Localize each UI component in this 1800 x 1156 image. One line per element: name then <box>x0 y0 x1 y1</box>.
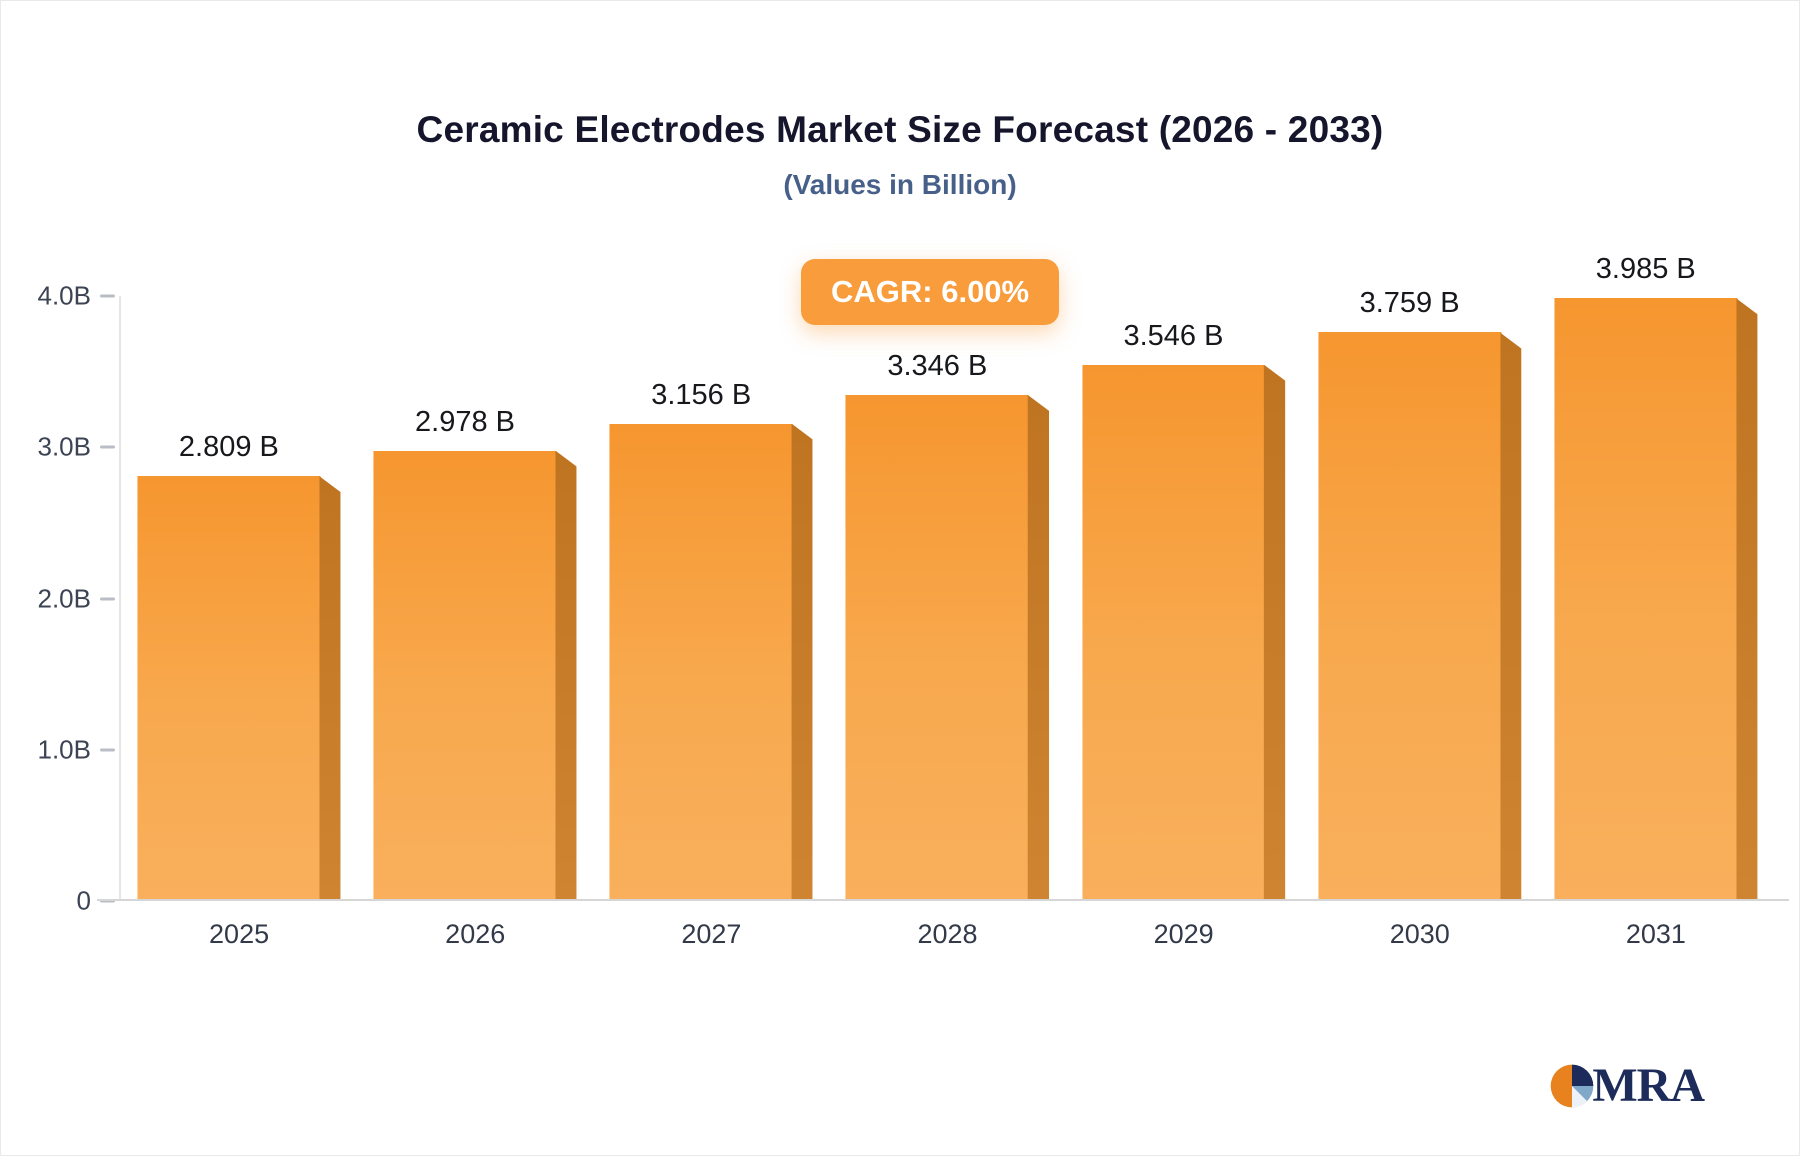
x-axis-label: 2026 <box>445 919 506 949</box>
y-tick: 1.0B <box>37 734 115 765</box>
x-axis-label: 2025 <box>209 919 270 949</box>
chart-title: Ceramic Electrodes Market Size Forecast … <box>416 109 1384 150</box>
bar-2027: 3.156 B <box>609 379 813 901</box>
bar-2029: 3.546 B <box>1082 320 1286 901</box>
bar-slot: 3.759 B 2030 <box>1302 287 1538 949</box>
logo-text: MRA <box>1592 1059 1705 1112</box>
bar-value-label: 3.156 B <box>651 378 752 411</box>
bar-side <box>1263 364 1286 901</box>
x-axis-line <box>97 899 1789 901</box>
bar-side <box>319 476 341 901</box>
x-axis-label: 2027 <box>681 919 742 949</box>
y-tick-label: 0 <box>76 885 91 916</box>
bar-side <box>555 450 577 901</box>
bar-2025: 2.809 B <box>137 431 341 901</box>
bar-side <box>1027 394 1050 901</box>
logo-pie-icon <box>1551 1064 1594 1107</box>
plot-area: 2.809 B 2025 2.978 B 2026 3.156 B 2027 3.346 B… <box>119 253 1774 949</box>
x-axis-label: 2030 <box>1389 919 1450 949</box>
bar-face <box>1554 298 1738 901</box>
bar-slot: 2.978 B 2026 <box>357 296 593 949</box>
y-tick: 4.0B <box>37 280 115 312</box>
x-axis-label: 2029 <box>1153 919 1214 949</box>
y-tick-dash <box>100 294 115 298</box>
chart-subtitle: (Values in Billion) <box>783 169 1017 200</box>
bar-2028: 3.346 B <box>845 350 1050 901</box>
bar-value-label: 2.809 B <box>178 431 279 464</box>
bar-side <box>1736 298 1758 901</box>
cagr-badge: CAGR: 6.00% <box>801 259 1060 325</box>
bar-2030: 3.759 B <box>1318 287 1522 901</box>
bar-face <box>609 423 793 901</box>
bar-side <box>791 423 813 901</box>
bar-face <box>137 476 321 901</box>
bar-2026: 2.978 B <box>373 406 577 901</box>
bar-face <box>845 394 1029 901</box>
y-tick-dash <box>100 748 115 752</box>
bar-face <box>373 450 557 901</box>
y-tick-label: 4.0B <box>37 280 92 311</box>
y-tick: 3.0B <box>37 431 115 463</box>
bar-slot: 3.346 B 2028 <box>829 296 1065 949</box>
bar-face <box>1082 364 1265 901</box>
bar-slot: 3.156 B 2027 <box>593 296 829 949</box>
y-tick-dash <box>100 899 115 903</box>
y-tick-label: 3.0B <box>37 431 92 462</box>
bar-value-label: 3.346 B <box>887 349 988 382</box>
logo: MRA <box>1548 1058 1705 1113</box>
y-tick: 0 <box>77 886 115 917</box>
y-tick-label: 2.0B <box>37 583 92 613</box>
bar-side <box>1499 332 1522 901</box>
bar-value-label: 3.546 B <box>1123 319 1224 352</box>
bar-slot: 3.546 B 2029 <box>1066 296 1302 949</box>
bar-2031: 3.985 B <box>1554 253 1758 901</box>
y-tick-dash <box>100 445 115 449</box>
bar-slot: 2.809 B 2025 <box>121 296 357 949</box>
bar-slot: 3.985 B 2031 <box>1538 253 1774 949</box>
y-axis: 0 1.0B 2.0B 3.0B 4.0B <box>29 281 115 916</box>
bar-face <box>1318 332 1501 901</box>
bar-value-label: 3.985 B <box>1595 253 1696 286</box>
bars-container: 2.809 B 2025 2.978 B 2026 3.156 B 2027 3.346 B… <box>121 253 1774 949</box>
y-tick-dash <box>100 597 115 600</box>
bar-value-label: 2.978 B <box>415 405 516 438</box>
y-tick: 2.0B <box>37 583 115 614</box>
bar-value-label: 3.759 B <box>1359 287 1460 320</box>
y-tick-label: 1.0B <box>37 734 92 765</box>
x-axis-label: 2028 <box>917 919 978 949</box>
x-axis-label: 2031 <box>1625 919 1686 949</box>
